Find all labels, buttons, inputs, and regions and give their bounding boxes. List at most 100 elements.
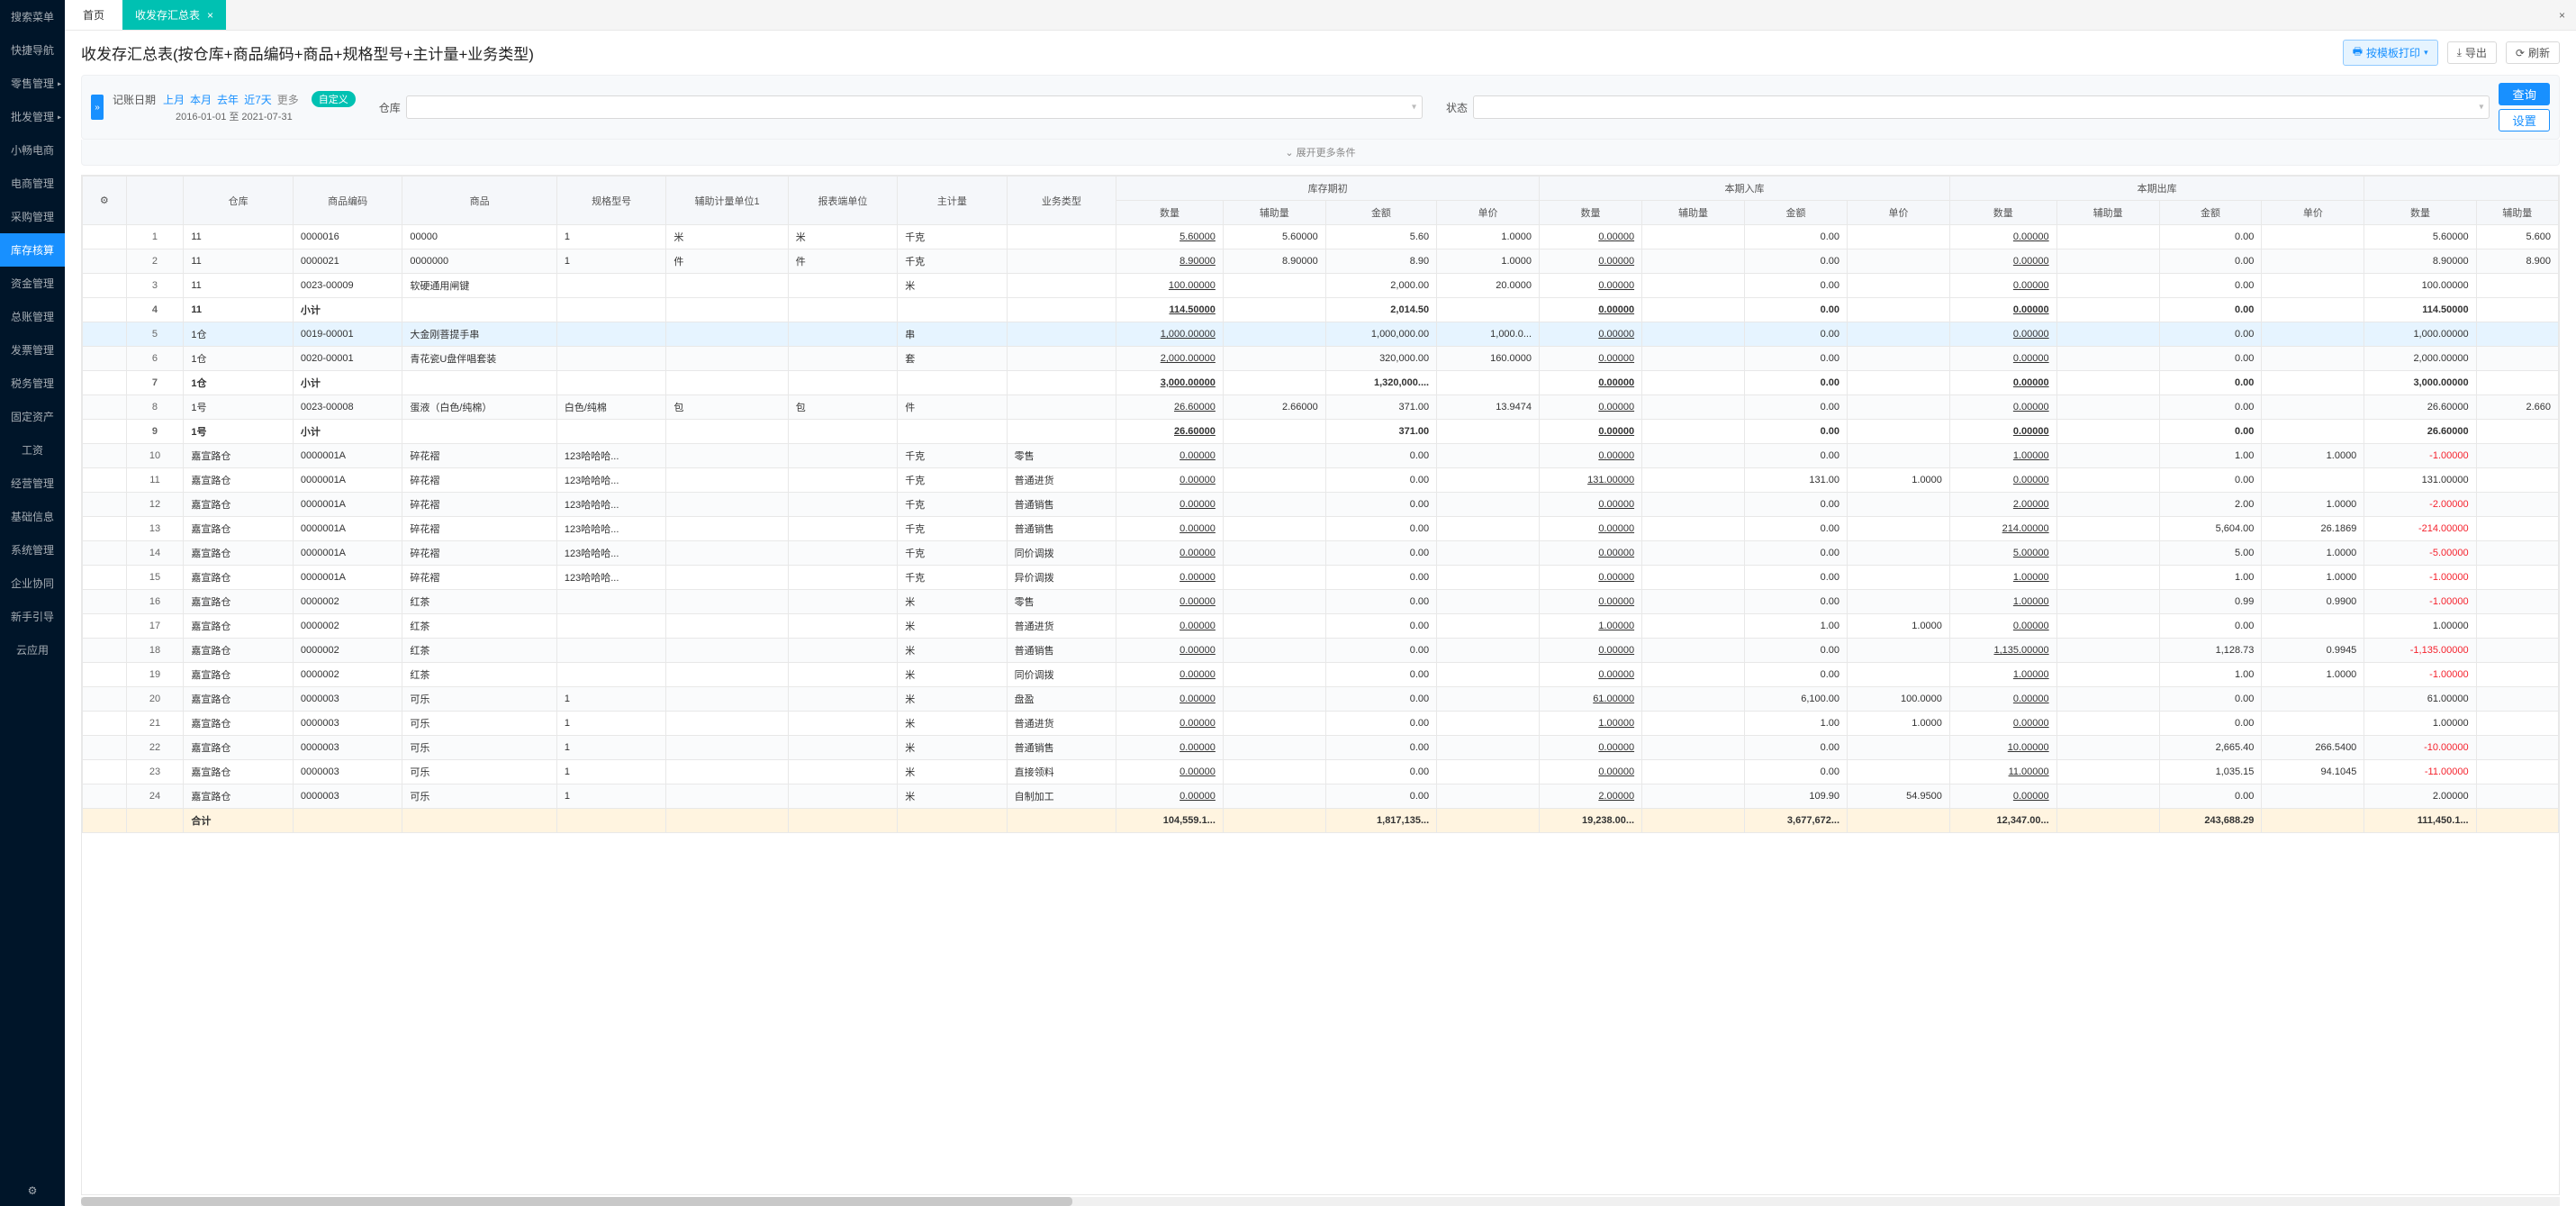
print-button[interactable]: 🖶 按模板打印 ▾ xyxy=(2343,40,2438,66)
table-row[interactable]: 1110000016000001米米千克5.600005.600005.601.… xyxy=(83,225,2559,249)
table-row[interactable]: 18嘉宣路仓0000002红茶米普通销售0.000000.000.000000.… xyxy=(83,639,2559,663)
table-row[interactable]: 21嘉宣路仓0000003可乐1米普通进货0.000000.001.000001… xyxy=(83,712,2559,736)
table-row[interactable]: 211000002100000001件件千克8.900008.900008.90… xyxy=(83,249,2559,274)
collapse-toggle[interactable]: » xyxy=(91,95,104,120)
column-header[interactable]: 辅助量 xyxy=(2476,201,2558,225)
expand-more[interactable]: ⌄ 展开更多条件 xyxy=(81,140,2560,166)
date-quick-option[interactable]: 去年 xyxy=(217,94,239,106)
close-icon[interactable]: × xyxy=(207,9,213,22)
cell: 0.00000 xyxy=(1540,566,1642,590)
sidebar-item[interactable]: 云应用 xyxy=(0,633,65,666)
column-header[interactable]: 规格型号 xyxy=(556,177,665,225)
column-header[interactable]: 辅助量 xyxy=(2056,201,2159,225)
sidebar-item[interactable]: 企业协同 xyxy=(0,567,65,600)
cell xyxy=(788,468,897,493)
column-header[interactable]: 业务类型 xyxy=(1007,177,1116,225)
tab-active[interactable]: 收发存汇总表 × xyxy=(122,0,226,30)
sidebar-item[interactable]: 库存核算 xyxy=(0,233,65,267)
sidebar-item[interactable]: 采购管理 xyxy=(0,200,65,233)
column-header[interactable]: 数量 xyxy=(2364,201,2476,225)
cell: 0.00 xyxy=(1325,493,1436,517)
sidebar-item[interactable]: 固定资产 xyxy=(0,400,65,433)
column-header[interactable]: 单价 xyxy=(1848,201,1950,225)
table-row[interactable]: 22嘉宣路仓0000003可乐1米普通销售0.000000.000.000000… xyxy=(83,736,2559,760)
sidebar-item[interactable]: 搜索菜单 xyxy=(0,0,65,33)
column-header[interactable]: 单价 xyxy=(1437,201,1540,225)
sidebar-item[interactable]: 经营管理 xyxy=(0,467,65,500)
date-quick-option[interactable]: 更多 xyxy=(277,94,299,106)
table-row[interactable]: 12嘉宣路仓0000001A碎花褶123哈哈哈...千克普通销售0.000000… xyxy=(83,493,2559,517)
sidebar-item[interactable]: 电商管理 xyxy=(0,167,65,200)
export-button[interactable]: ⤓ 导出 xyxy=(2447,41,2497,64)
table-row[interactable]: 19嘉宣路仓0000002红茶米同价调拨0.000000.000.000000.… xyxy=(83,663,2559,687)
column-header[interactable]: 辅助计量单位1 xyxy=(666,177,788,225)
search-button[interactable]: 查询 xyxy=(2499,83,2550,105)
refresh-button[interactable]: ⟳ 刷新 xyxy=(2506,41,2560,64)
cell: 1仓 xyxy=(184,347,293,371)
column-header[interactable]: 主计量 xyxy=(898,177,1007,225)
cell: 0.00000 xyxy=(1949,395,2056,420)
cell xyxy=(2262,614,2364,639)
sidebar-item[interactable]: 批发管理▸ xyxy=(0,100,65,133)
table-row[interactable]: 411小计114.500002,014.500.000000.000.00000… xyxy=(83,298,2559,322)
column-header[interactable]: 商品 xyxy=(402,177,557,225)
column-header[interactable]: 辅助量 xyxy=(1642,201,1745,225)
column-header[interactable]: 报表端单位 xyxy=(788,177,897,225)
cell xyxy=(2476,590,2558,614)
date-quick-option[interactable]: 上月 xyxy=(163,94,185,106)
cell: 0.00 xyxy=(1325,614,1436,639)
sidebar-item[interactable]: 快捷导航 xyxy=(0,33,65,67)
table-row[interactable]: 3110023-00009软硬通用闸键米100.000002,000.0020.… xyxy=(83,274,2559,298)
sidebar-item[interactable]: 零售管理▸ xyxy=(0,67,65,100)
column-header[interactable]: 金额 xyxy=(1744,201,1847,225)
close-all-tabs[interactable]: × xyxy=(2548,9,2576,22)
table-row[interactable]: 14嘉宣路仓0000001A碎花褶123哈哈哈...千克同价调拨0.000000… xyxy=(83,541,2559,566)
column-header[interactable]: 数量 xyxy=(1116,201,1224,225)
column-header[interactable]: 辅助量 xyxy=(1223,201,1325,225)
table-row[interactable]: 81号0023-00008蛋液（白色/纯棉）白色/纯棉包包件26.600002.… xyxy=(83,395,2559,420)
table-row[interactable]: 13嘉宣路仓0000001A碎花褶123哈哈哈...千克普通销售0.000000… xyxy=(83,517,2559,541)
column-header[interactable]: 数量 xyxy=(1540,201,1642,225)
gear-column[interactable]: ⚙ xyxy=(83,177,127,225)
column-header[interactable]: 仓库 xyxy=(184,177,293,225)
sidebar-item[interactable]: 系统管理 xyxy=(0,533,65,567)
sidebar-item[interactable]: 新手引导 xyxy=(0,600,65,633)
table-row[interactable]: 91号小计26.60000371.000.000000.000.000000.0… xyxy=(83,420,2559,444)
column-header[interactable]: 金额 xyxy=(2159,201,2262,225)
settings-gear-icon[interactable]: ⚙ xyxy=(0,1175,65,1206)
date-quick-option[interactable]: 近7天 xyxy=(244,94,272,106)
sidebar-item[interactable]: 发票管理 xyxy=(0,333,65,367)
column-header[interactable]: 数量 xyxy=(1949,201,2056,225)
cell xyxy=(788,566,897,590)
sidebar-item[interactable]: 基础信息 xyxy=(0,500,65,533)
table-row[interactable]: 10嘉宣路仓0000001A碎花褶123哈哈哈...千克零售0.000000.0… xyxy=(83,444,2559,468)
table-row[interactable]: 51仓0019-00001大金刚菩提手串串1,000.000001,000,00… xyxy=(83,322,2559,347)
column-header[interactable]: 单价 xyxy=(2262,201,2364,225)
cell: 1.00000 xyxy=(1949,590,2056,614)
date-quick-option[interactable]: 本月 xyxy=(190,94,212,106)
table-row[interactable]: 61仓0020-00001青花瓷U盘伴唱套装套2,000.00000320,00… xyxy=(83,347,2559,371)
table-row[interactable]: 16嘉宣路仓0000002红茶米零售0.000000.000.000000.00… xyxy=(83,590,2559,614)
sidebar-item[interactable]: 资金管理 xyxy=(0,267,65,300)
table-row[interactable]: 17嘉宣路仓0000002红茶米普通进货0.000000.001.000001.… xyxy=(83,614,2559,639)
cell: 111,450.1... xyxy=(2364,809,2476,833)
table-row[interactable]: 23嘉宣路仓0000003可乐1米直接领料0.000000.000.000000… xyxy=(83,760,2559,784)
table-row[interactable]: 24嘉宣路仓0000003可乐1米自制加工0.000000.002.000001… xyxy=(83,784,2559,809)
horizontal-scrollbar[interactable] xyxy=(81,1197,2560,1206)
table-row[interactable]: 20嘉宣路仓0000003可乐1米盘盈0.000000.0061.000006,… xyxy=(83,687,2559,712)
table-row[interactable]: 15嘉宣路仓0000001A碎花褶123哈哈哈...千克异价调拨0.000000… xyxy=(83,566,2559,590)
table-scroll[interactable]: ⚙仓库商品编码商品规格型号辅助计量单位1报表端单位主计量业务类型库存期初本期入库… xyxy=(81,175,2560,1195)
sidebar-item[interactable]: 税务管理 xyxy=(0,367,65,400)
date-custom-pill[interactable]: 自定义 xyxy=(312,91,356,107)
sidebar-item[interactable]: 小畅电商 xyxy=(0,133,65,167)
sidebar-item[interactable]: 总账管理 xyxy=(0,300,65,333)
status-select[interactable]: ▾ xyxy=(1473,95,2490,119)
table-row[interactable]: 11嘉宣路仓0000001A碎花褶123哈哈哈...千克普通进货0.000000… xyxy=(83,468,2559,493)
settings-button[interactable]: 设置 xyxy=(2499,109,2550,131)
column-header[interactable]: 金额 xyxy=(1325,201,1436,225)
tab-home[interactable]: 首页 xyxy=(65,0,122,30)
table-row[interactable]: 71仓小计3,000.000001,320,000....0.000000.00… xyxy=(83,371,2559,395)
warehouse-select[interactable]: ▾ xyxy=(406,95,1423,119)
sidebar-item[interactable]: 工资 xyxy=(0,433,65,467)
column-header[interactable]: 商品编码 xyxy=(293,177,402,225)
